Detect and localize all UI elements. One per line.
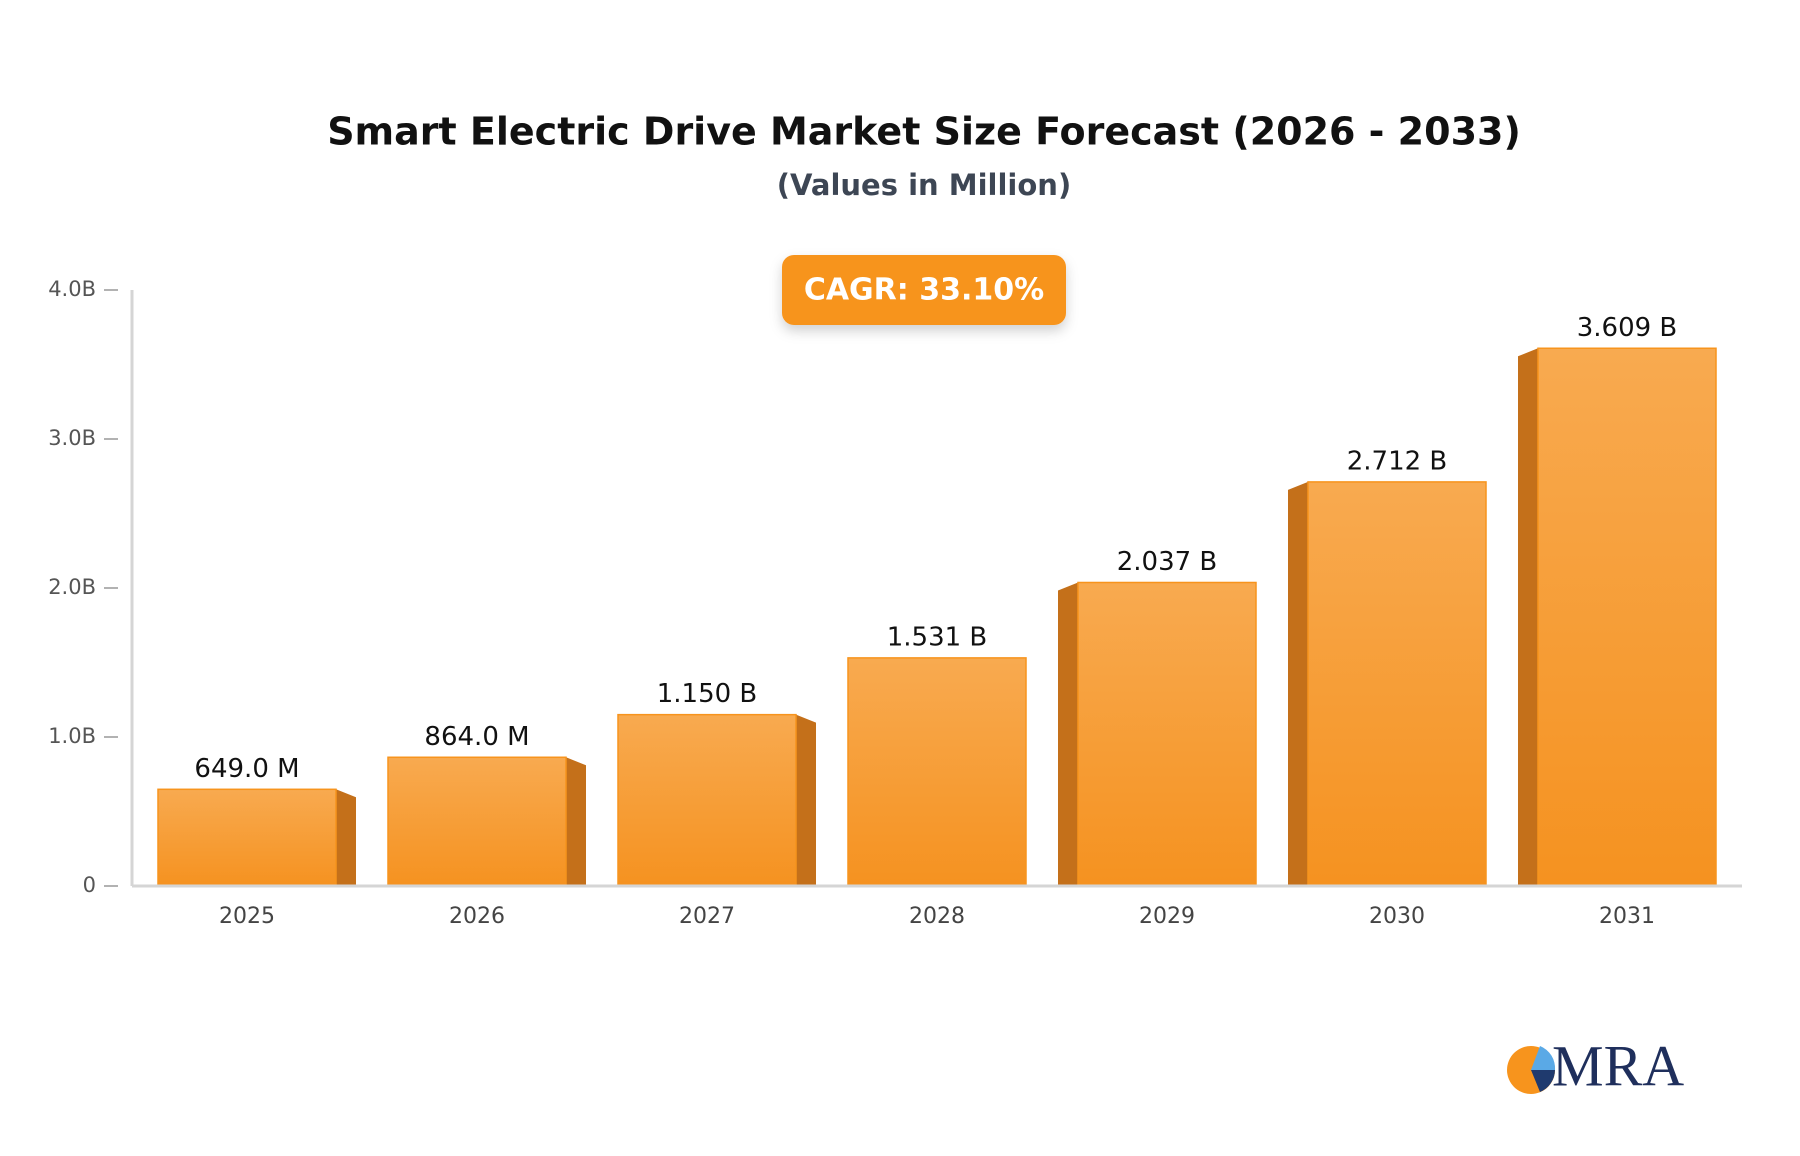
logo-text: MRA (1552, 1033, 1684, 1098)
y-tick-label: 2.0B (48, 575, 96, 599)
value-label: 864.0 M (424, 722, 529, 752)
x-tick-label: 2025 (219, 904, 275, 929)
y-tick-label: 1.0B (48, 724, 96, 748)
bar-side (1288, 481, 1308, 886)
x-tick-label: 2030 (1369, 904, 1425, 929)
logo-icon (1531, 1046, 1556, 1070)
x-tick-label: 2026 (449, 904, 505, 929)
value-label: 2.712 B (1347, 446, 1448, 476)
bar-side (1058, 582, 1078, 886)
bar (387, 756, 567, 887)
bar (1307, 481, 1487, 887)
x-tick-label: 2031 (1599, 904, 1655, 929)
value-label: 1.531 B (887, 622, 988, 652)
bar (1077, 581, 1257, 887)
bar (1537, 347, 1717, 887)
y-tick-label: 0 (83, 873, 96, 897)
chart-title: Smart Electric Drive Market Size Forecas… (327, 110, 1521, 154)
bar-side (566, 757, 586, 886)
bar (847, 657, 1027, 887)
bar (157, 788, 337, 887)
chart-subtitle: (Values in Million) (777, 168, 1071, 202)
value-label: 2.037 B (1117, 547, 1218, 577)
bar-side (336, 789, 356, 886)
value-label: 1.150 B (657, 679, 758, 709)
y-tick-label: 3.0B (48, 426, 96, 450)
logo: MRA (1507, 1033, 1684, 1098)
cagr-label: CAGR: 33.10% (804, 273, 1044, 308)
bar-side (796, 714, 816, 886)
x-tick-label: 2028 (909, 904, 965, 929)
x-tick-label: 2029 (1139, 904, 1195, 929)
bar-side (1518, 348, 1538, 886)
y-tick-label: 4.0B (48, 277, 96, 301)
bar (617, 713, 797, 887)
value-label: 3.609 B (1577, 313, 1678, 343)
value-label: 649.0 M (194, 754, 299, 784)
cagr-badge (782, 255, 1066, 325)
logo-icon (1531, 1070, 1555, 1092)
x-tick-label: 2027 (679, 904, 735, 929)
